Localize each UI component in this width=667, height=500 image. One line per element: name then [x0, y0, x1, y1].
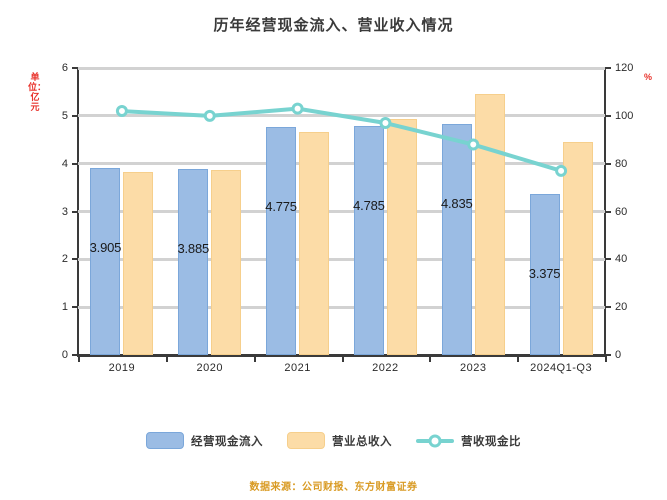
right-axis-tick-label: 0 — [615, 349, 622, 361]
gridline — [78, 210, 605, 213]
bar-total-revenue[interactable] — [211, 170, 242, 355]
right-axis-tick-label: 20 — [615, 301, 628, 314]
bar-total-revenue[interactable] — [562, 142, 593, 355]
right-axis-tick-label: 60 — [615, 205, 628, 218]
gridline — [78, 257, 605, 261]
left-axis-tick-label: 4 — [61, 157, 68, 170]
legend-swatch-orange — [287, 432, 325, 449]
legend-swatch-blue — [146, 432, 184, 449]
right-axis-tick — [605, 306, 611, 309]
bar-total-revenue[interactable] — [386, 119, 417, 355]
left-axis-tick — [72, 306, 78, 309]
x-axis-category-label: 2022 — [372, 362, 399, 374]
right-axis-tick — [605, 162, 611, 165]
bar-value-label: 3.885 — [177, 241, 210, 257]
right-axis-tick — [605, 67, 611, 69]
bar-cash-inflow[interactable] — [90, 168, 121, 355]
gridline — [78, 66, 605, 70]
bar-cash-inflow[interactable] — [353, 126, 384, 355]
right-axis-tick — [605, 354, 611, 356]
x-axis-tick — [253, 355, 256, 362]
legend-swatch-line — [416, 432, 454, 449]
left-axis-tick-label: 5 — [61, 109, 68, 122]
x-axis-category-label: 2021 — [284, 362, 311, 374]
x-axis-tick — [341, 355, 344, 362]
bar-total-revenue[interactable] — [123, 172, 154, 355]
legend-label-cash-ratio: 营收现金比 — [461, 435, 521, 448]
gridline — [78, 305, 605, 309]
right-axis-tick-label: 80 — [615, 157, 628, 170]
left-axis-tick-label: 0 — [61, 349, 68, 361]
line-marker-point[interactable] — [291, 102, 304, 115]
bar-value-label: 3.905 — [89, 240, 122, 256]
bar-cash-inflow[interactable] — [266, 126, 297, 355]
left-axis-tick — [72, 258, 78, 261]
right-axis-tick-label: 40 — [615, 253, 628, 266]
x-axis-category-label: 2020 — [196, 362, 223, 374]
chart-title: 历年经营现金流入、营业收入情况 — [213, 17, 454, 34]
right-axis-tick — [605, 114, 611, 117]
legend-label-total-revenue: 营业总收入 — [332, 435, 392, 448]
left-axis-tick — [72, 67, 78, 69]
bar-value-label: 3.375 — [528, 265, 561, 281]
x-axis-category-label: 2019 — [108, 362, 136, 374]
x-axis-tick — [78, 355, 80, 362]
footer-watermark: 数据来源：公司财报、东方财富证券 — [249, 482, 418, 493]
bar-cash-inflow[interactable] — [529, 193, 560, 355]
gridline — [78, 114, 605, 118]
legend-item-cash-inflow[interactable]: 经营现金流入 — [146, 432, 263, 449]
left-axis-tick — [72, 162, 78, 165]
right-axis-tick-label: 120 — [615, 62, 634, 74]
left-axis-tick-label: 3 — [61, 205, 68, 218]
x-axis-tick — [165, 355, 168, 362]
x-axis-category-label: 2023 — [460, 362, 487, 374]
gridline — [78, 162, 605, 166]
right-axis-tick — [605, 210, 611, 213]
x-axis-category-label: 2024Q1-Q3 — [530, 362, 593, 374]
x-axis-tick — [517, 355, 520, 362]
legend-item-total-revenue[interactable]: 营业总收入 — [287, 432, 392, 449]
left-axis-tick — [72, 114, 78, 117]
left-axis-tick — [72, 354, 78, 356]
bar-total-revenue[interactable] — [474, 94, 505, 355]
legend-line-marker-icon — [428, 434, 442, 447]
bar-cash-inflow[interactable] — [178, 169, 209, 355]
left-axis-tick-label: 2 — [61, 253, 68, 266]
right-axis-unit-label: % — [643, 72, 652, 82]
bar-value-label: 4.775 — [265, 198, 297, 214]
legend-item-cash-ratio[interactable]: 营收现金比 — [416, 432, 521, 449]
plot-area: 0 1 2 3 4 5 6 0 20 40 60 80 100 120 3.905 3.885 4.775 4… — [62, 62, 633, 362]
right-axis-tick-label: 100 — [615, 109, 634, 122]
bar-total-revenue[interactable] — [299, 132, 330, 355]
bar-value-label: 4.835 — [440, 195, 473, 211]
bar-value-label: 4.785 — [353, 198, 385, 214]
bar-cash-inflow[interactable] — [441, 123, 472, 355]
legend-label-cash-inflow: 经营现金流入 — [191, 435, 263, 448]
chart-legend: 经营现金流入 营业总收入 营收现金比 — [0, 432, 667, 449]
left-axis-tick-label: 6 — [61, 62, 68, 74]
left-axis-tick-label: 1 — [61, 301, 68, 314]
left-axis-unit-label: 单位：亿元 — [28, 72, 47, 112]
x-axis-tick — [605, 355, 607, 362]
right-axis-tick — [605, 258, 611, 261]
left-axis-tick — [72, 210, 78, 213]
x-axis-tick — [429, 355, 432, 362]
